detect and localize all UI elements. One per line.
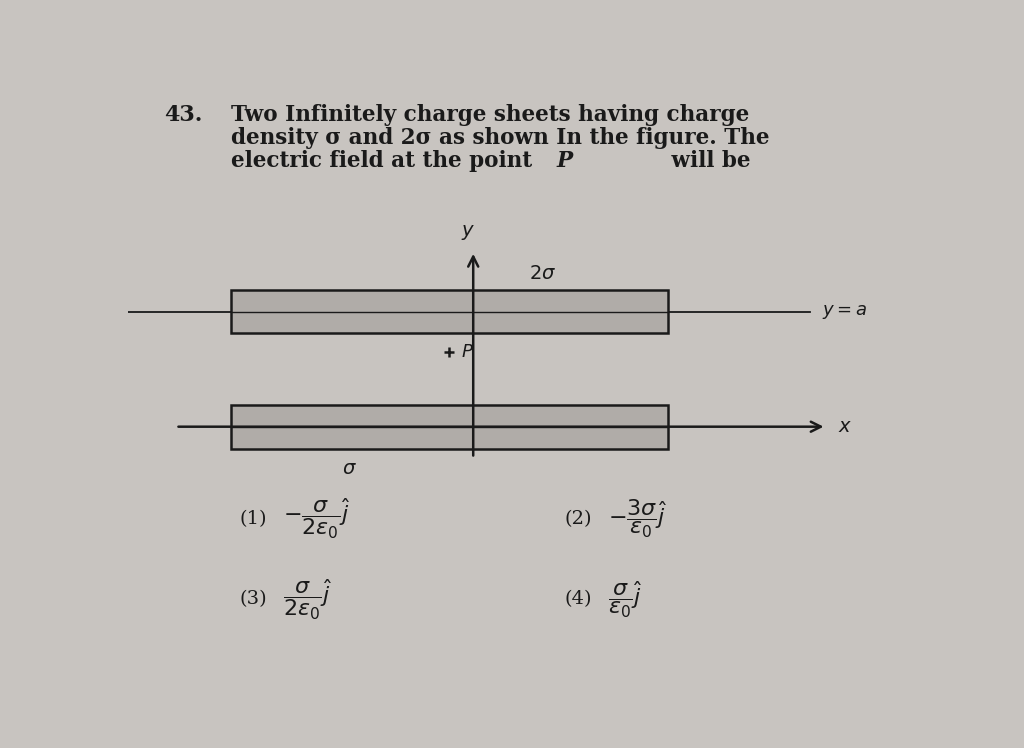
Text: $\sigma$: $\sigma$ <box>342 459 357 477</box>
Text: (4): (4) <box>564 590 592 608</box>
Text: $P$: $P$ <box>461 343 474 361</box>
Text: $\dfrac{\sigma}{2\varepsilon_0}$$\hat{j}$: $\dfrac{\sigma}{2\varepsilon_0}$$\hat{j}… <box>283 577 332 622</box>
Text: $\dfrac{\sigma}{\varepsilon_0}$$\hat{j}$: $\dfrac{\sigma}{\varepsilon_0}$$\hat{j}$ <box>608 579 643 620</box>
Bar <box>231 405 668 449</box>
Text: $y = a$: $y = a$ <box>822 302 867 320</box>
Text: 43.: 43. <box>164 104 202 126</box>
Text: $x$: $x$ <box>839 417 852 435</box>
Text: $-\dfrac{3\sigma}{\varepsilon_0}$$\hat{j}$: $-\dfrac{3\sigma}{\varepsilon_0}$$\hat{j… <box>608 497 668 540</box>
Text: $-\dfrac{\sigma}{2\varepsilon_0}$$\hat{j}$: $-\dfrac{\sigma}{2\varepsilon_0}$$\hat{j… <box>283 497 350 541</box>
Text: $y$: $y$ <box>461 224 475 242</box>
Text: electric field at the point                                will be: electric field at the point will be <box>231 150 751 172</box>
Text: $2\sigma$: $2\sigma$ <box>528 265 556 283</box>
Text: Two Infinitely charge sheets having charge: Two Infinitely charge sheets having char… <box>231 104 750 126</box>
Text: P: P <box>557 150 572 172</box>
Text: (2): (2) <box>564 510 592 528</box>
Bar <box>231 289 668 334</box>
Text: (3): (3) <box>240 590 266 608</box>
Text: density σ and 2σ as shown In the figure. The: density σ and 2σ as shown In the figure.… <box>231 127 770 149</box>
Text: (1): (1) <box>240 510 266 528</box>
